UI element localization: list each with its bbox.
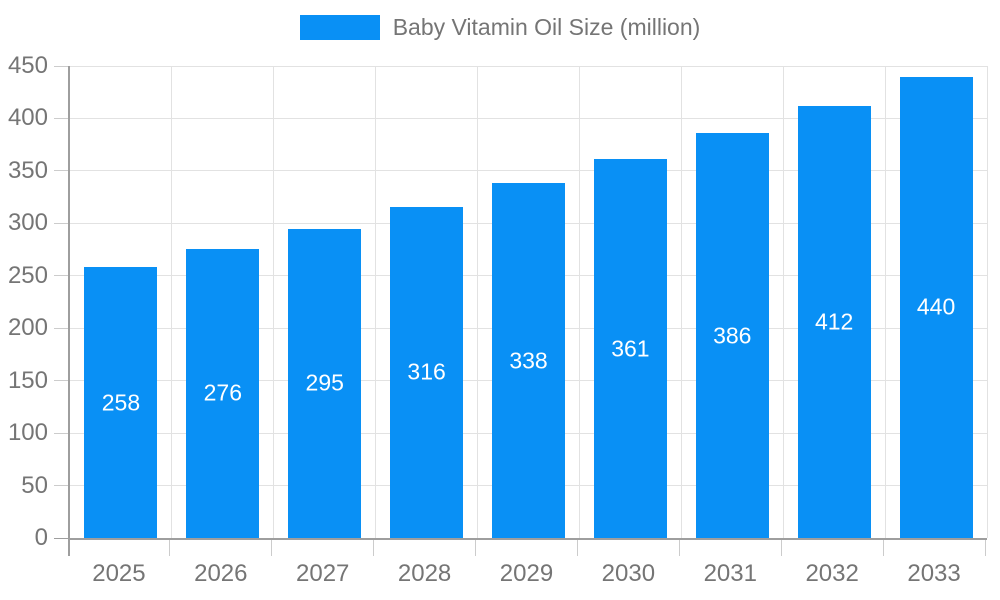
x-axis-tick [475,540,477,556]
x-axis-label: 2026 [194,560,248,587]
y-axis-tick [54,432,68,434]
y-axis-label: 300 [7,209,48,237]
y-gridline [70,170,987,172]
x-gridline [578,66,580,538]
x-axis-tick [576,540,578,556]
y-axis-tick [54,65,68,67]
bar-value-label: 361 [611,335,650,362]
bar-value-label: 440 [916,293,956,320]
x-axis-tick [271,540,273,556]
y-axis-label: 400 [7,104,48,132]
x-axis-tick [169,540,171,556]
bar[interactable]: 276 [186,248,260,538]
legend: Baby Vitamin Oil Size (million) [0,14,1000,41]
x-axis-tick [68,540,70,556]
bar[interactable]: 386 [695,133,769,538]
bar[interactable]: 295 [288,228,362,538]
y-axis-tick [54,327,68,329]
y-axis-tick [54,485,68,487]
plot-area: 258 276 295 316 338 361 386 412 440 [68,65,988,540]
x-gridline [782,66,784,538]
y-axis-tick [54,537,68,539]
x-axis-tick [984,540,986,556]
x-gridline [273,66,275,538]
x-axis-label: 2031 [703,560,757,587]
y-axis-label: 350 [7,156,48,184]
x-axis-label: 2029 [499,560,554,587]
bar-value-label: 276 [203,379,243,406]
bar-value-label: 295 [305,369,344,396]
x-axis-tick [678,540,680,556]
x-axis-label: 2030 [601,560,656,587]
bar[interactable]: 412 [797,105,871,538]
x-gridline [884,66,886,538]
y-axis-label: 250 [7,261,48,289]
y-gridline [70,65,987,67]
y-axis-tick [54,117,68,119]
x-gridline [375,66,377,538]
y-axis-tick [54,275,68,277]
bar[interactable]: 316 [390,206,464,538]
x-gridline [680,66,682,538]
bar-value-label: 316 [407,358,446,385]
x-axis-label: 2028 [397,560,452,587]
legend-item[interactable]: Baby Vitamin Oil Size (million) [299,14,701,41]
y-axis-tick [54,170,68,172]
bar-value-label: 258 [101,389,141,416]
x-gridline [986,66,988,538]
x-axis-label: 2033 [907,560,961,587]
bar[interactable]: 258 [84,267,158,538]
y-axis-label: 100 [7,419,48,447]
bar-value-label: 386 [713,322,752,349]
bar-value-label: 338 [509,347,548,374]
y-gridline [70,117,987,119]
bar[interactable]: 440 [899,76,973,538]
y-axis-label: 150 [7,366,48,394]
y-axis-label: 50 [21,471,48,499]
y-axis-label: 200 [7,314,48,342]
legend-swatch-icon [299,15,380,40]
bar-value-label: 412 [814,308,854,335]
legend-label: Baby Vitamin Oil Size (million) [392,14,701,40]
x-axis-label: 2025 [92,560,146,587]
x-axis-tick [373,540,375,556]
x-gridline [477,66,479,538]
x-axis-label: 2032 [805,560,859,587]
x-axis-label: 2027 [296,560,350,587]
y-axis-label: 0 [34,524,48,551]
y-axis-label: 450 [7,52,48,79]
bar[interactable]: 361 [593,159,667,538]
y-axis-tick [54,222,68,224]
bar[interactable]: 338 [492,183,565,538]
x-axis-tick [780,540,782,556]
y-axis-tick [54,380,68,382]
x-gridline [171,66,173,538]
x-axis-tick [882,540,884,556]
